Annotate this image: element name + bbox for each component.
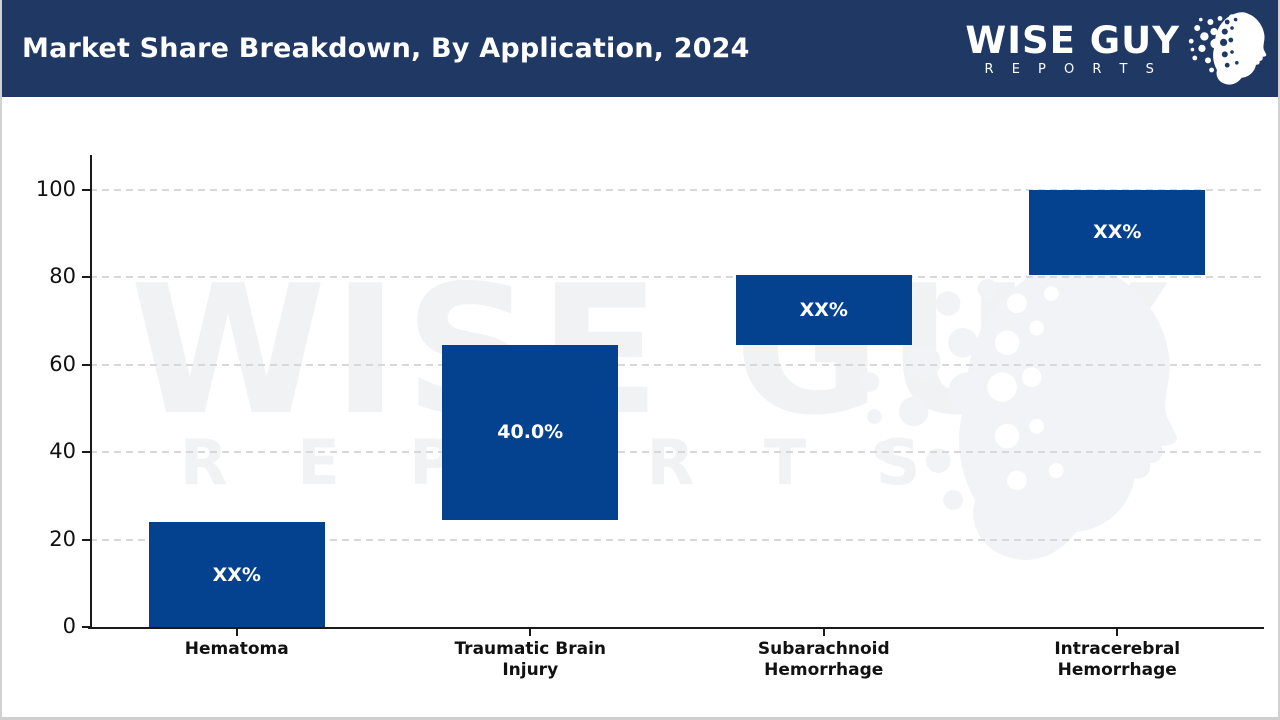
x-category-label: Subarachnoid Hemorrhage xyxy=(757,639,890,681)
x-category-label: Hematoma xyxy=(184,639,289,659)
wise-guy-logo: WISE GUY R E P O R T S xyxy=(965,8,1268,90)
bar-value-label: XX% xyxy=(212,563,261,586)
x-tick-mark xyxy=(235,629,238,636)
page-title: Market Share Breakdown, By Application, … xyxy=(22,33,750,64)
bar-value-label: XX% xyxy=(1093,221,1142,244)
bar-value-label: 40.0% xyxy=(497,421,564,444)
y-tick-mark xyxy=(82,626,90,628)
x-tick-mark xyxy=(529,629,532,636)
x-axis-line xyxy=(88,627,1264,629)
gridline-20 xyxy=(90,538,1264,541)
x-category-label: Intracerebral Hemorrhage xyxy=(1054,639,1181,681)
bar-1: XX% xyxy=(148,522,325,627)
gridline-80 xyxy=(90,276,1264,278)
y-tick-label: 100 xyxy=(35,176,76,201)
logo-subtitle: R E P O R T S xyxy=(984,61,1161,77)
x-category-label: Traumatic Brain Injury xyxy=(454,639,607,681)
bar-2: 40.0% xyxy=(442,344,619,520)
y-tick-mark xyxy=(82,276,90,278)
bar-3: XX% xyxy=(735,274,912,345)
y-tick-label: 0 xyxy=(62,614,76,638)
bar-value-label: XX% xyxy=(799,298,848,321)
y-axis-line xyxy=(90,155,92,629)
gridline-60 xyxy=(90,363,1264,366)
logo-wordmark: WISE GUY xyxy=(965,18,1180,62)
y-tick-label: 20 xyxy=(49,526,76,551)
y-tick-label: 40 xyxy=(49,439,76,463)
y-tick-label: 60 xyxy=(49,351,76,376)
y-tick-mark xyxy=(82,451,90,453)
gridline-40 xyxy=(90,451,1264,453)
x-tick-mark xyxy=(822,629,825,636)
y-tick-label: 80 xyxy=(49,264,76,288)
y-tick-mark xyxy=(82,538,90,541)
y-tick-mark xyxy=(82,188,90,191)
header-bar: Market Share Breakdown, By Application, … xyxy=(2,0,1278,97)
logo-face-icon xyxy=(1184,8,1268,90)
bar-4: XX% xyxy=(1029,189,1206,275)
x-tick-mark xyxy=(1116,629,1119,636)
gridline-100 xyxy=(90,188,1264,191)
y-tick-mark xyxy=(82,363,90,366)
